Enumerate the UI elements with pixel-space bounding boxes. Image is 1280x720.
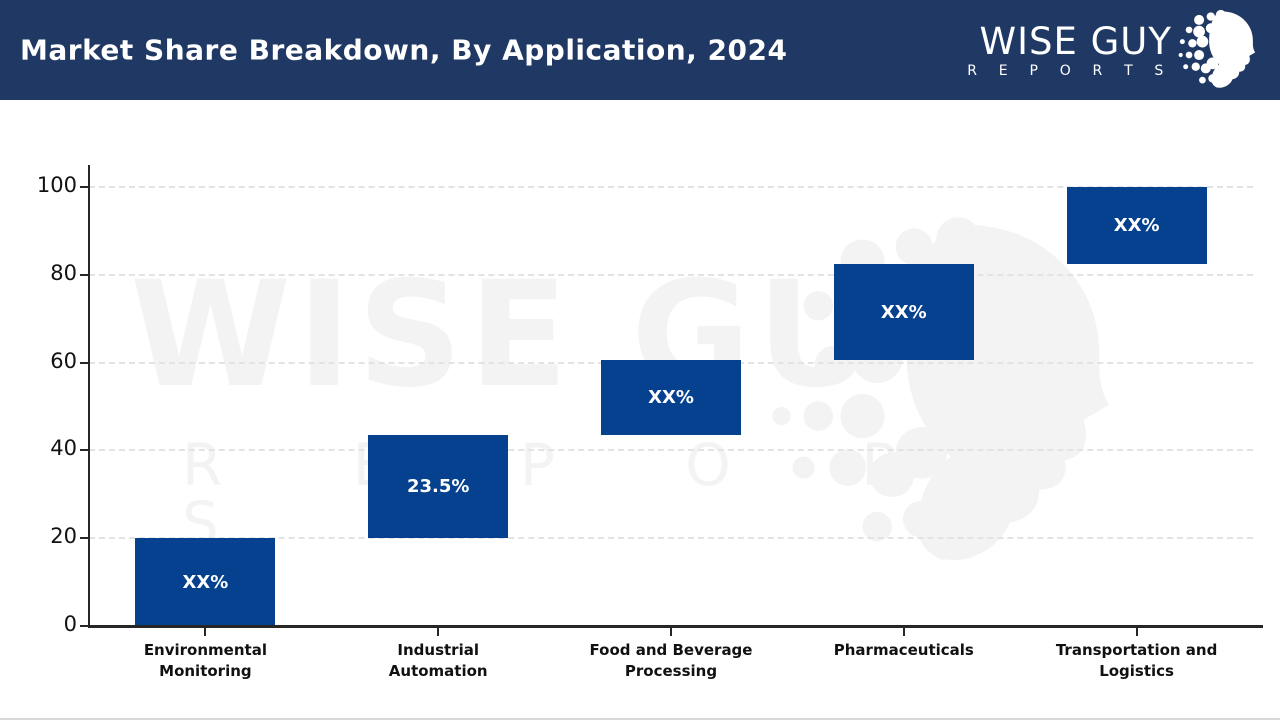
y-tick-mark: [80, 537, 89, 540]
y-tick-label: 80: [50, 260, 77, 285]
x-axis-line: [88, 625, 1263, 628]
bar-value-label: XX%: [182, 571, 229, 593]
y-tick-label: 40: [50, 436, 77, 461]
chart-title: Market Share Breakdown, By Application, …: [20, 33, 788, 67]
y-tick-mark: [80, 273, 89, 276]
y-tick-mark: [80, 449, 89, 452]
y-tick-mark: [80, 186, 89, 188]
x-tick-mark: [204, 628, 207, 636]
logo-wordmark: WISE GUY: [979, 19, 1172, 63]
bar-value-label: 23.5%: [406, 476, 470, 498]
y-tick-label: 0: [63, 612, 77, 636]
bar: XX%: [135, 538, 276, 626]
x-category-label: Transportation and Logistics: [1055, 641, 1218, 680]
bar-value-label: XX%: [1113, 214, 1160, 236]
bar: 23.5%: [368, 435, 509, 539]
gridline: [89, 273, 1253, 276]
bar: XX%: [1066, 187, 1207, 264]
y-tick-label: 20: [50, 524, 77, 549]
y-tick-mark: [80, 361, 89, 364]
wiseguy-logo-text: WISE GUY R E P O R T S: [967, 23, 1172, 78]
y-tick-mark: [80, 625, 89, 627]
x-tick-mark: [437, 628, 440, 636]
y-tick-label: 100: [36, 173, 77, 197]
logo-subtitle: R E P O R T S: [967, 62, 1172, 79]
bar-value-label: XX%: [648, 387, 694, 409]
wiseguy-logo: WISE GUY R E P O R T S: [967, 7, 1266, 93]
y-axis-spine: [88, 165, 90, 628]
x-tick-mark: [1135, 628, 1138, 636]
header-bar: Market Share Breakdown, By Application, …: [0, 0, 1280, 100]
x-category-label: Environmental Monitoring: [143, 641, 267, 680]
gridline: [89, 537, 1253, 540]
bar-value-label: XX%: [880, 301, 927, 323]
x-category-label: Food and Beverage Processing: [589, 641, 753, 680]
x-tick-mark: [902, 628, 905, 636]
gridline: [89, 186, 1253, 188]
y-tick-label: 60: [50, 348, 77, 373]
x-category-label: Pharmaceuticals: [833, 641, 974, 659]
x-category-label: Industrial Automation: [388, 641, 488, 680]
bar: XX%: [601, 360, 741, 436]
gridline: [89, 449, 1253, 452]
x-tick-mark: [670, 628, 672, 636]
bar: XX%: [833, 263, 974, 361]
logo-head-icon: [1178, 9, 1256, 88]
